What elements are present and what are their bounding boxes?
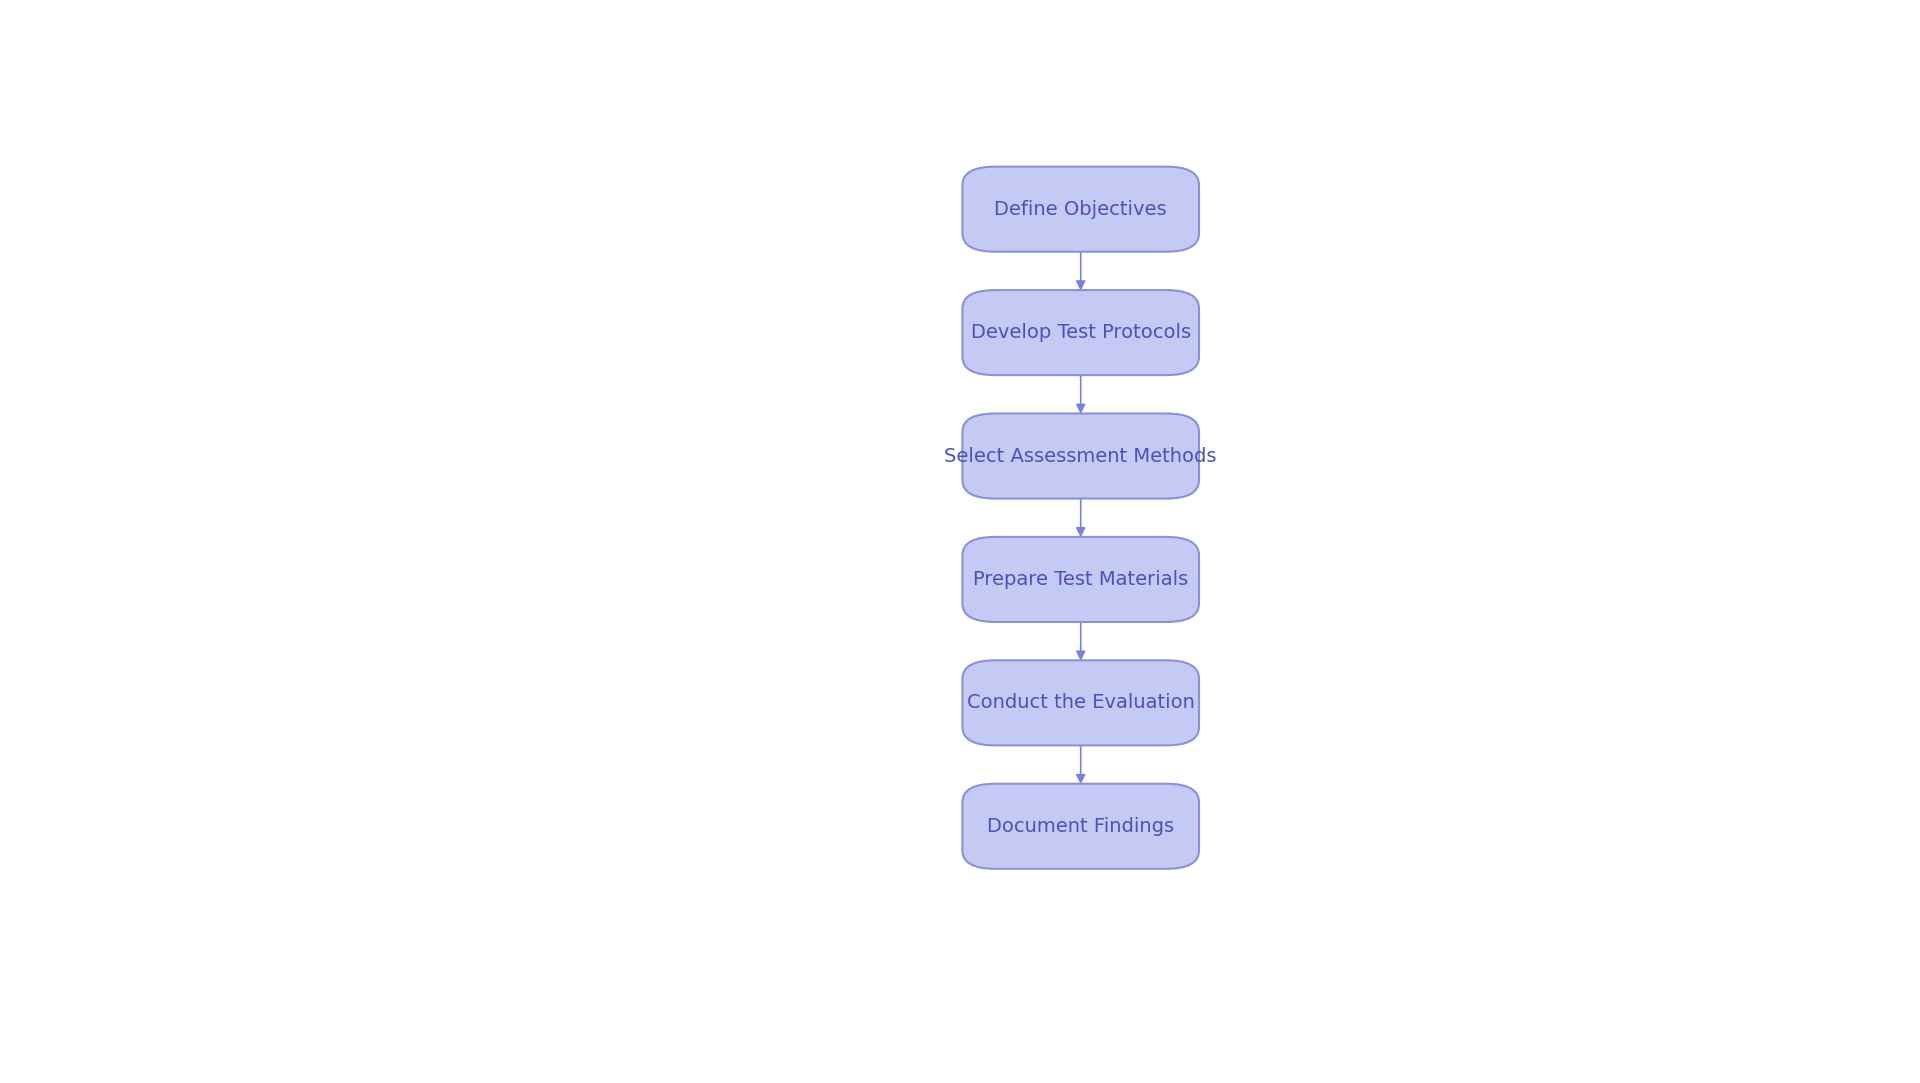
FancyBboxPatch shape xyxy=(962,537,1198,622)
Text: Define Objectives: Define Objectives xyxy=(995,199,1167,219)
FancyBboxPatch shape xyxy=(962,290,1198,375)
FancyBboxPatch shape xyxy=(962,414,1198,498)
Text: Select Assessment Methods: Select Assessment Methods xyxy=(945,446,1217,466)
Text: Prepare Test Materials: Prepare Test Materials xyxy=(973,570,1188,589)
Text: Conduct the Evaluation: Conduct the Evaluation xyxy=(968,693,1194,713)
Text: Develop Test Protocols: Develop Test Protocols xyxy=(972,323,1190,342)
FancyBboxPatch shape xyxy=(962,661,1198,745)
FancyBboxPatch shape xyxy=(962,167,1198,251)
Text: Document Findings: Document Findings xyxy=(987,817,1175,836)
FancyBboxPatch shape xyxy=(962,784,1198,869)
